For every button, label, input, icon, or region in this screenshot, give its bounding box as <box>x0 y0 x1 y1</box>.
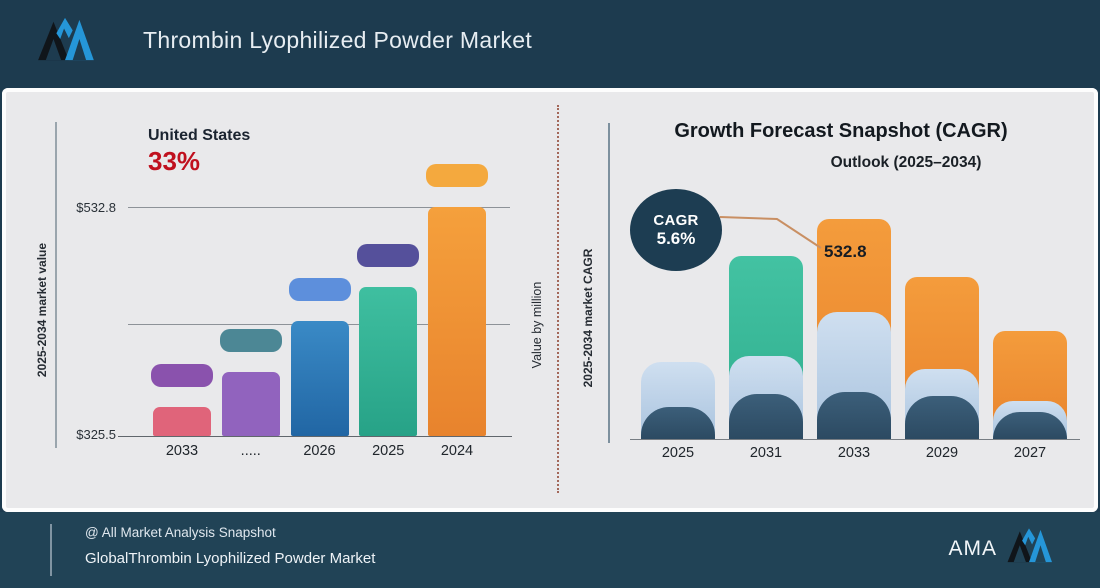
us-chart-plot <box>125 149 510 436</box>
us-bar-cap-2025 <box>357 244 420 267</box>
cagr-chart-subtitle: Outlook (2025–2034) <box>830 154 982 171</box>
us-x-label-2033: 2033 <box>165 443 199 459</box>
cagr-x-label-2029: 2029 <box>925 445 959 461</box>
us-highlight-value: 33% <box>148 146 201 176</box>
cagr-badge-label: CAGR <box>653 211 699 229</box>
cagr-badge: CAGR 5.6% <box>630 189 722 271</box>
cagr-bar-2027-base <box>993 412 1067 439</box>
us-bar-2026 <box>290 321 349 436</box>
us-chart-xlabels: 2033..... 2026 2025 2024 <box>125 443 510 463</box>
us-bar-2025 <box>359 287 418 436</box>
cagr-annotation-value: 532.8 <box>824 242 867 261</box>
cagr-chart-plot <box>633 219 1075 439</box>
header: Thrombin Lyophilized Powder Market <box>0 0 1100 88</box>
us-ytick-top: $532.8 <box>76 200 116 215</box>
us-x-label-2025: 2025 <box>372 443 405 459</box>
us-bar-cap-2026 <box>288 278 351 301</box>
badge-connector-line <box>719 216 822 249</box>
cagr-x-label-2027: 2027 <box>1013 445 1047 461</box>
cagr-badge-value: 5.6% <box>656 228 696 248</box>
us-x-label-2024: 2024 <box>440 443 474 459</box>
cagr-y-axis <box>608 123 610 443</box>
us-chart-title: United States <box>148 127 251 144</box>
footer-credit: @ All Market Analysis Snapshot <box>85 525 276 540</box>
us-gridline-top <box>128 207 510 208</box>
cagr-x-label-2033: 2033 <box>837 445 871 461</box>
us-bar-..... <box>221 372 280 436</box>
us-x-label-.....: ..... <box>240 443 261 459</box>
us-y-axis <box>55 122 57 448</box>
footer-brand: AMA <box>948 526 1052 571</box>
cagr-chart-xlabels: 2025 2031 2033 2029 2027 <box>633 445 1075 465</box>
value-axis-label: Value by million <box>530 281 544 369</box>
us-bar-2024 <box>428 207 486 436</box>
ama-logo-icon <box>36 16 94 69</box>
page-title: Thrombin Lyophilized Powder Market <box>143 27 533 53</box>
cagr-x-label-2031: 2031 <box>749 445 783 461</box>
cagr-bar-2031-base <box>729 394 803 439</box>
footer-divider <box>50 524 52 576</box>
cagr-x-axis <box>630 439 1080 440</box>
us-bar-cap-2024 <box>426 164 488 187</box>
cagr-bar-2029-base <box>905 396 979 439</box>
cagr-x-label-2025: 2025 <box>661 445 695 461</box>
panel-divider <box>557 105 559 493</box>
ama-logo-footer-icon <box>1006 526 1052 571</box>
cagr-bar-2033-base <box>817 392 891 439</box>
footer: @ All Market Analysis Snapshot GlobalThr… <box>0 512 1100 588</box>
us-y-axis-label: 2025-2034 market value <box>35 242 49 378</box>
us-bar-2033 <box>153 407 211 436</box>
cagr-y-axis-label: 2025-2034 market CAGR <box>581 248 595 388</box>
us-x-axis <box>118 436 512 437</box>
us-x-label-2026: 2026 <box>303 443 336 459</box>
cagr-chart-title: Growth Forecast Snapshot (CAGR) <box>674 120 1008 142</box>
footer-source: GlobalThrombin Lyophilized Powder Market <box>85 550 376 567</box>
footer-brand-text: AMA <box>948 536 997 560</box>
cagr-bar-2025-base <box>641 407 715 439</box>
us-ytick-bottom: $325.5 <box>76 427 116 442</box>
main-panel: United States 33% $532.8 $325.5 2025-203… <box>2 88 1098 512</box>
us-bar-cap-..... <box>219 329 282 352</box>
us-bar-cap-2033 <box>151 364 213 387</box>
